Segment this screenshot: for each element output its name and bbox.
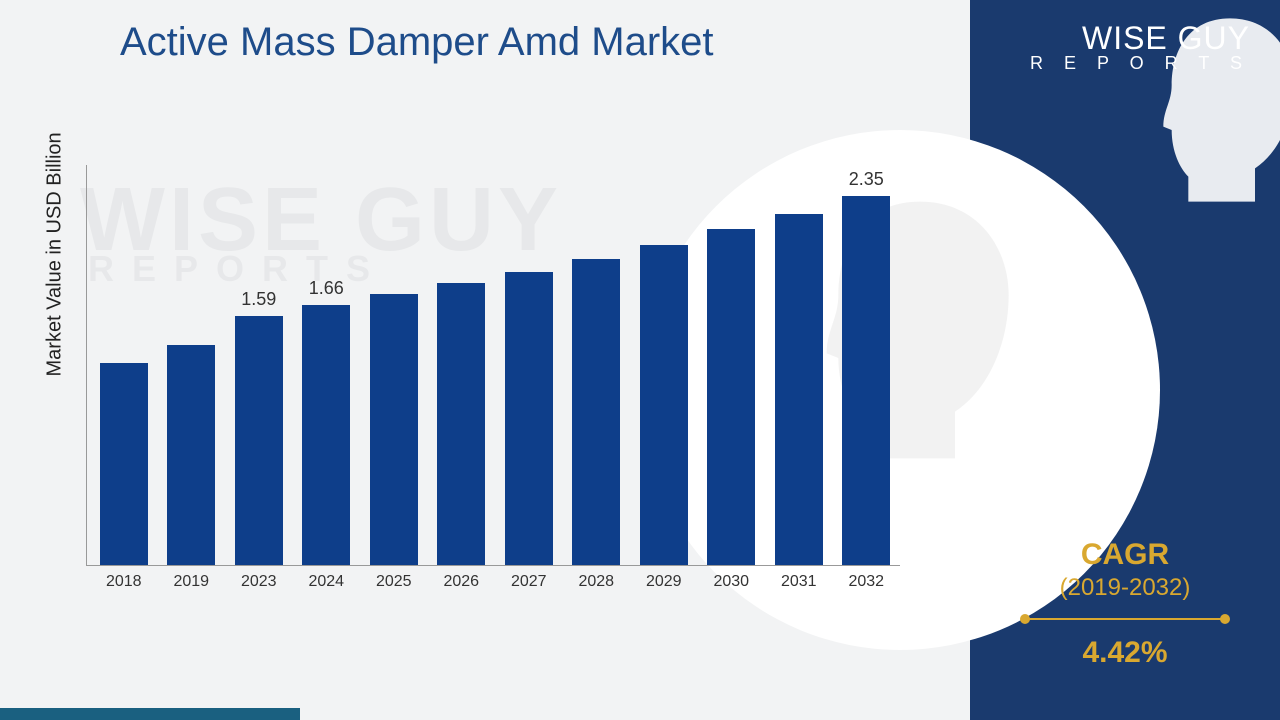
x-tick-label: 2019 — [158, 573, 225, 591]
bar-value-label: 1.66 — [309, 278, 344, 299]
bar-wrapper: 1.59 — [225, 316, 292, 565]
bar-wrapper — [90, 363, 157, 565]
bar-value-label: 1.59 — [241, 289, 276, 310]
bar-wrapper — [698, 229, 765, 565]
x-tick-label: 2032 — [833, 573, 900, 591]
x-tick-label: 2026 — [428, 573, 495, 591]
x-tick-label: 2018 — [90, 573, 157, 591]
cagr-value: 4.42% — [1010, 636, 1240, 670]
bar-value-label: 2.35 — [849, 169, 884, 190]
bar — [707, 229, 755, 565]
bar-wrapper — [630, 245, 697, 565]
chart-container: Market Value in USD Billion 1.591.662.35… — [90, 165, 900, 605]
x-tick-label: 2029 — [630, 573, 697, 591]
bar — [505, 272, 553, 565]
logo-main: WISE GUY — [1030, 20, 1250, 57]
bar — [235, 316, 283, 565]
chart-title: Active Mass Damper Amd Market — [120, 20, 714, 65]
bar — [100, 363, 148, 565]
bar — [437, 283, 485, 565]
x-tick-label: 2023 — [225, 573, 292, 591]
cagr-block: CAGR (2019-2032) 4.42% — [1010, 538, 1240, 670]
x-tick-label: 2030 — [698, 573, 765, 591]
x-tick-label: 2031 — [765, 573, 832, 591]
logo: WISE GUY R E P O R T S — [1030, 20, 1250, 74]
bar-wrapper — [495, 272, 562, 565]
bar — [842, 196, 890, 565]
x-tick-label: 2024 — [293, 573, 360, 591]
y-axis-label: Market Value in USD Billion — [44, 132, 67, 376]
bar — [167, 345, 215, 565]
bar-wrapper — [158, 345, 225, 565]
x-tick-label: 2028 — [563, 573, 630, 591]
bar — [775, 214, 823, 565]
bar — [572, 259, 620, 565]
bar-wrapper: 1.66 — [293, 305, 360, 565]
bar — [370, 294, 418, 565]
logo-sub: R E P O R T S — [1030, 53, 1250, 74]
footer-accent-bar — [0, 708, 300, 720]
bar-wrapper — [765, 214, 832, 565]
cagr-divider — [1025, 618, 1225, 620]
bar-wrapper — [360, 294, 427, 565]
bar-wrapper — [563, 259, 630, 565]
y-axis-line — [86, 165, 87, 565]
bars-area: 1.591.662.35 — [90, 165, 900, 565]
x-axis-labels: 2018201920232024202520262027202820292030… — [90, 573, 900, 591]
x-tick-label: 2025 — [360, 573, 427, 591]
cagr-title: CAGR — [1010, 538, 1240, 572]
x-tick-label: 2027 — [495, 573, 562, 591]
bar-wrapper — [428, 283, 495, 565]
x-axis-line — [86, 565, 900, 566]
bar — [302, 305, 350, 565]
bar — [640, 245, 688, 565]
bar-wrapper: 2.35 — [833, 196, 900, 565]
cagr-range: (2019-2032) — [1010, 574, 1240, 602]
